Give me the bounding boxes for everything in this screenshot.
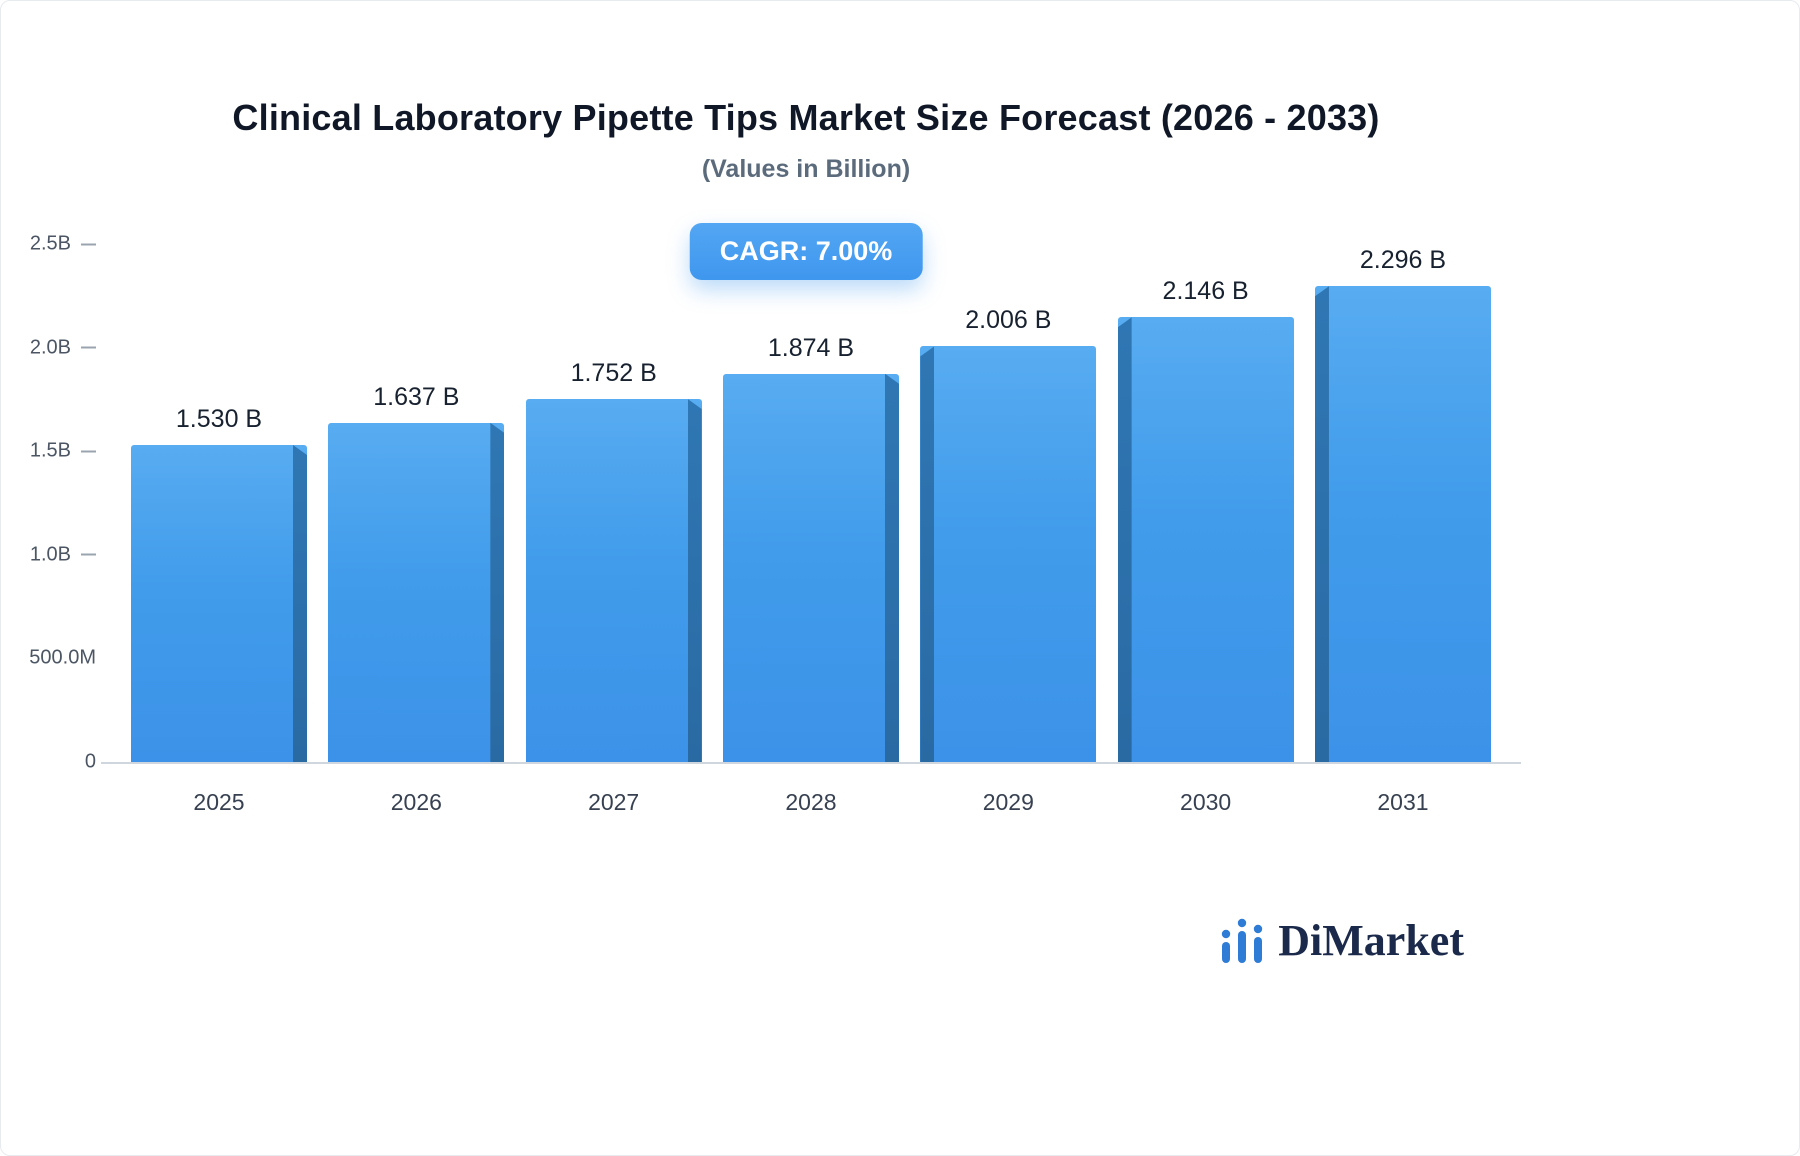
bars: 1.530 B 2025 1.637 B 2026 1.752 B 2027 1.874 B…	[101, 244, 1521, 815]
y-tick-label: 0	[84, 750, 96, 773]
y-tick: 500.0M	[1, 647, 96, 670]
chart-subtitle: (Values in Billion)	[701, 155, 911, 183]
bar-group: 1.752 B 2027	[525, 244, 702, 815]
y-tick-mark	[81, 243, 96, 245]
bar	[131, 444, 307, 762]
bar-value-label: 1.530 B	[175, 404, 263, 433]
bar-chart-icon	[1222, 918, 1263, 963]
bar-group: 2.146 B 2030	[1117, 244, 1294, 815]
y-tick: 1.5B	[1, 440, 96, 463]
y-tick: 0	[1, 751, 96, 774]
y-tick-label: 500.0M	[29, 646, 96, 669]
bar	[1117, 317, 1294, 762]
y-tick-label: 1.0B	[29, 543, 71, 566]
x-axis-label: 2025	[193, 789, 245, 815]
bar-group: 1.874 B 2028	[722, 244, 899, 815]
bar	[920, 346, 1097, 762]
bar	[722, 373, 899, 762]
x-axis-label: 2026	[390, 789, 442, 815]
y-tick-label: 2.5B	[29, 232, 71, 255]
bar-value-label: 2.146 B	[1162, 277, 1249, 306]
bar-value-label: 2.296 B	[1359, 246, 1447, 275]
y-tick-label: 2.0B	[29, 336, 71, 359]
y-tick-mark	[81, 346, 96, 349]
y-tick: 2.5B	[1, 233, 96, 256]
y-tick: 1.0B	[1, 543, 96, 566]
x-axis-label: 2028	[785, 789, 837, 815]
bar-value-label: 2.006 B	[965, 306, 1052, 335]
y-axis: 0 500.0M 1.0B 1.5B 2.0B 2.5B	[1, 233, 96, 773]
bar-group: 2.296 B 2031	[1314, 244, 1491, 815]
chart-area: 0 500.0M 1.0B 1.5B 2.0B 2.5B 1.530 B 2025 1.637…	[29, 233, 1611, 815]
bar-group: 1.530 B 2025	[131, 244, 307, 815]
bar-group: 1.637 B 2026	[328, 244, 505, 815]
bar-value-label: 1.874 B	[767, 333, 855, 362]
x-axis-label: 2029	[982, 789, 1034, 815]
bar-value-label: 1.752 B	[570, 359, 657, 387]
y-tick-label: 1.5B	[29, 439, 71, 462]
bar	[328, 422, 505, 762]
x-axis-label: 2027	[588, 789, 640, 815]
bar-group: 2.006 B 2029	[920, 244, 1097, 815]
plot-area: 0 500.0M 1.0B 1.5B 2.0B 2.5B 1.530 B 2025 1.637…	[29, 233, 1521, 815]
bar	[525, 399, 702, 762]
y-tick: 2.0B	[1, 336, 96, 359]
chart-card: Clinical Laboratory Pipette Tips Market …	[1, 1, 1611, 815]
bar	[1314, 286, 1491, 762]
bar-value-label: 1.637 B	[373, 382, 460, 411]
y-tick-mark	[81, 553, 96, 556]
brand-name: DiMarket	[1278, 916, 1464, 965]
cagr-badge: CAGR: 7.00%	[689, 223, 923, 280]
brand-logo: DiMarket	[1218, 917, 1464, 963]
y-tick-mark	[81, 450, 96, 453]
x-axis-label: 2031	[1377, 789, 1429, 815]
page-title: Clinical Laboratory Pipette Tips Market …	[232, 97, 1380, 138]
x-axis-label: 2030	[1180, 789, 1232, 815]
